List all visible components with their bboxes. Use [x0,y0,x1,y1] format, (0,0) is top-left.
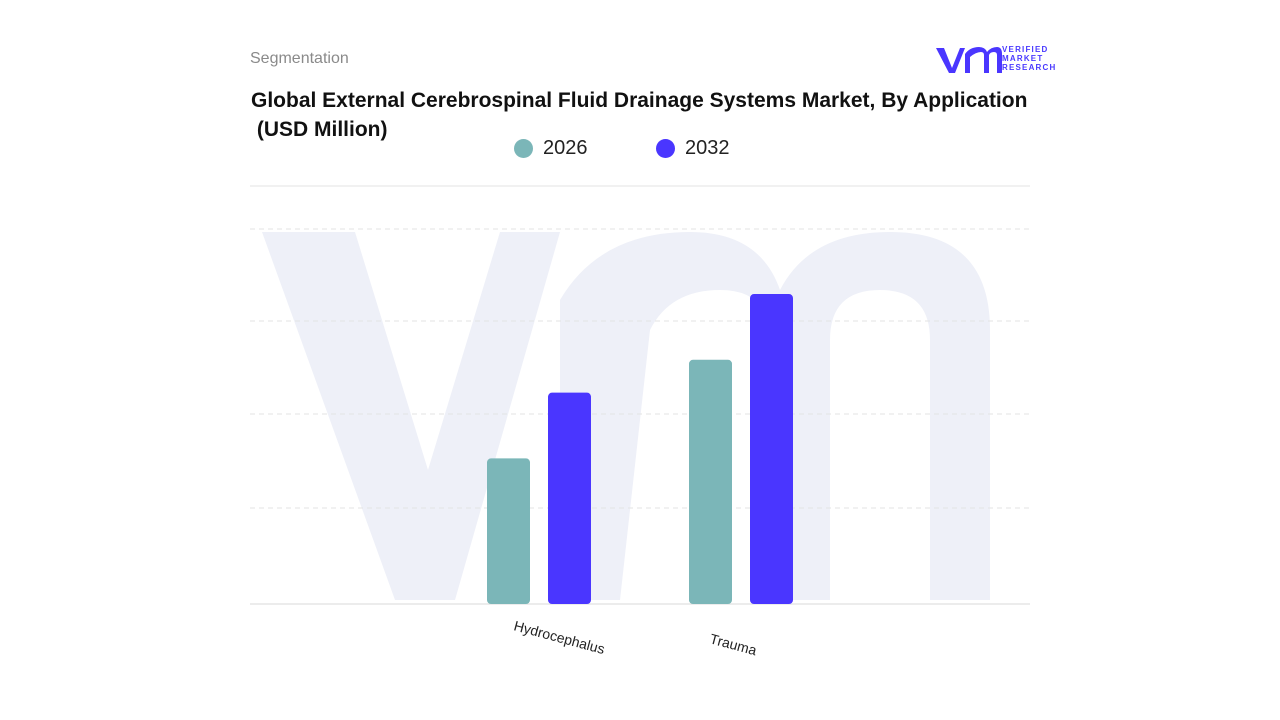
bar-trauma-2026 [689,359,732,604]
section-label: Segmentation [250,50,349,67]
watermark-logo [262,232,990,600]
legend-label-2026: 2026 [543,136,588,159]
grid-lines [250,185,1030,605]
brand-line-2: MARKET [1002,54,1044,63]
chart-title-unit: (USD Million) [251,118,388,141]
legend-swatch-2026 [514,138,533,158]
bar-hydrocephalus-2032 [548,392,591,604]
brand-line-3: RESEARCH [1002,63,1057,72]
chart-legend: 2026 2032 [0,136,1280,160]
brand-logo-mark [936,47,1002,73]
legend-item-2026: 2026 [514,136,588,160]
brand-line-1: VERIFIED [1002,45,1049,54]
watermark-v [262,232,560,600]
legend-label-2032: 2032 [685,136,730,159]
legend-swatch-2032 [656,138,675,158]
bar-trauma-2032 [750,294,793,604]
brand-wordmark: VERIFIED MARKET RESEARCH [1002,45,1057,72]
brand-logo [936,47,1002,73]
bars-group [487,294,793,604]
x-tick-label-hydrocephalus: Hydrocephalus [512,617,606,657]
chart-title-main: Global External Cerebrospinal Fluid Drai… [251,89,1028,112]
bar-hydrocephalus-2026 [487,458,530,604]
x-tick-labels: Hydrocephalus Trauma [512,617,758,658]
legend-item-2032: 2032 [656,136,730,160]
chart-title: Global External Cerebrospinal Fluid Drai… [251,86,1051,144]
x-tick-label-trauma: Trauma [708,630,758,658]
